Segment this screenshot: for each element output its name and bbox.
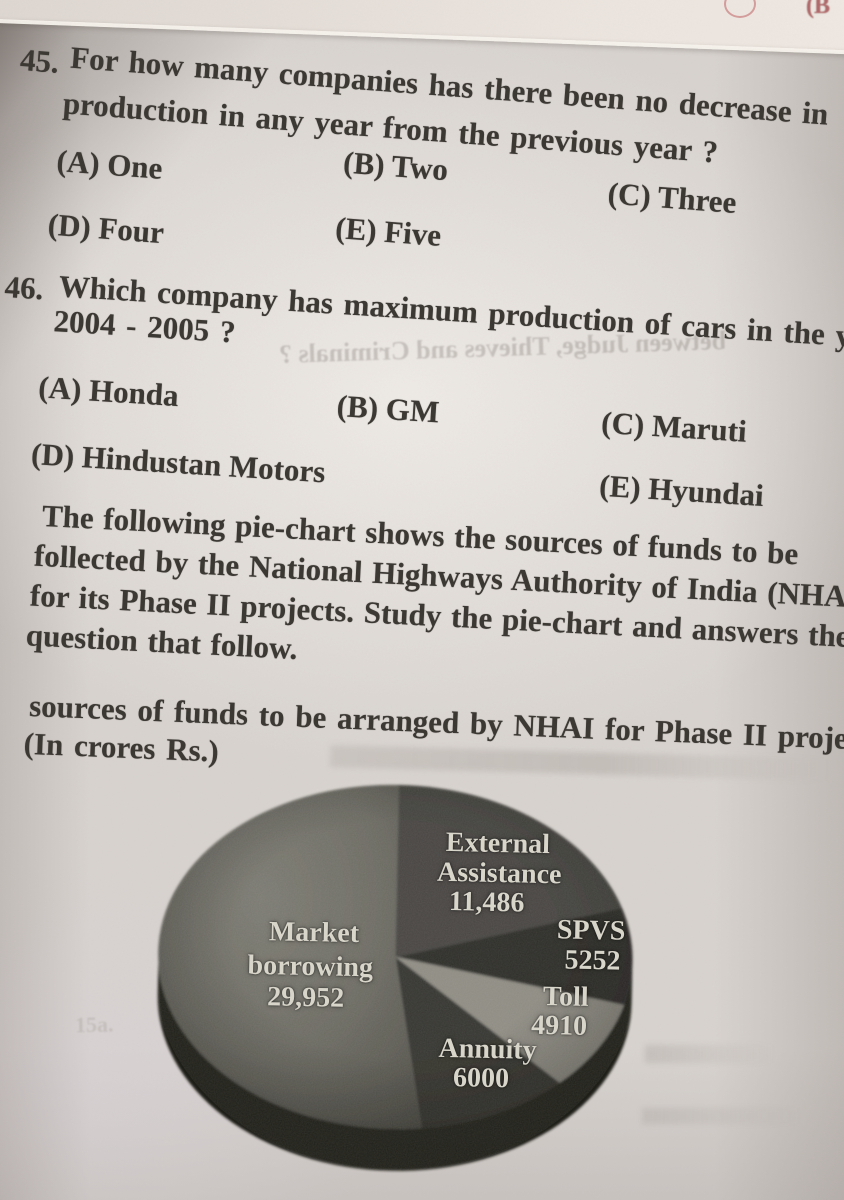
option-46-d: (D) Hindustan Motors	[30, 435, 327, 490]
option-45-c: (C) Three	[606, 175, 738, 220]
option-45-e: (E) Five	[334, 210, 443, 253]
option-45-d: (D) Four	[46, 206, 166, 251]
red-letter-mark: (B	[806, 0, 830, 19]
pie-chart: External Assistance 11,486 SPVS 5252 Tol…	[146, 767, 655, 1197]
pie-label-spvs: SPVS	[556, 914, 626, 947]
pie-label-toll: Toll	[542, 980, 589, 1013]
question-45-number: 45.	[18, 41, 61, 80]
pie-value-toll: 4910	[530, 1009, 588, 1042]
pie-value-annuity: 6000	[452, 1062, 510, 1095]
pie-value-external: 11,486	[448, 886, 525, 919]
pie-value-market: 29,952	[266, 981, 345, 1014]
option-46-e: (E) Hyundai	[598, 467, 765, 513]
ghost-corner-text: 15a.	[74, 1011, 114, 1038]
red-circled-mark	[724, 0, 756, 18]
option-46-c: (C) Maruti	[600, 404, 748, 449]
option-45-b: (B) Two	[342, 144, 450, 188]
option-46-b: (B) GM	[335, 388, 441, 430]
question-46-number: 46.	[3, 268, 45, 307]
pie-label-external-line1: External	[445, 826, 551, 861]
pie-label-market-line1: Market	[268, 916, 360, 950]
pie-value-spvs: 5252	[564, 944, 621, 977]
option-46-a: (A) Honda	[37, 369, 180, 414]
pie-label-market-line2: borrowing	[247, 949, 374, 984]
option-45-a: (A) One	[55, 143, 164, 186]
